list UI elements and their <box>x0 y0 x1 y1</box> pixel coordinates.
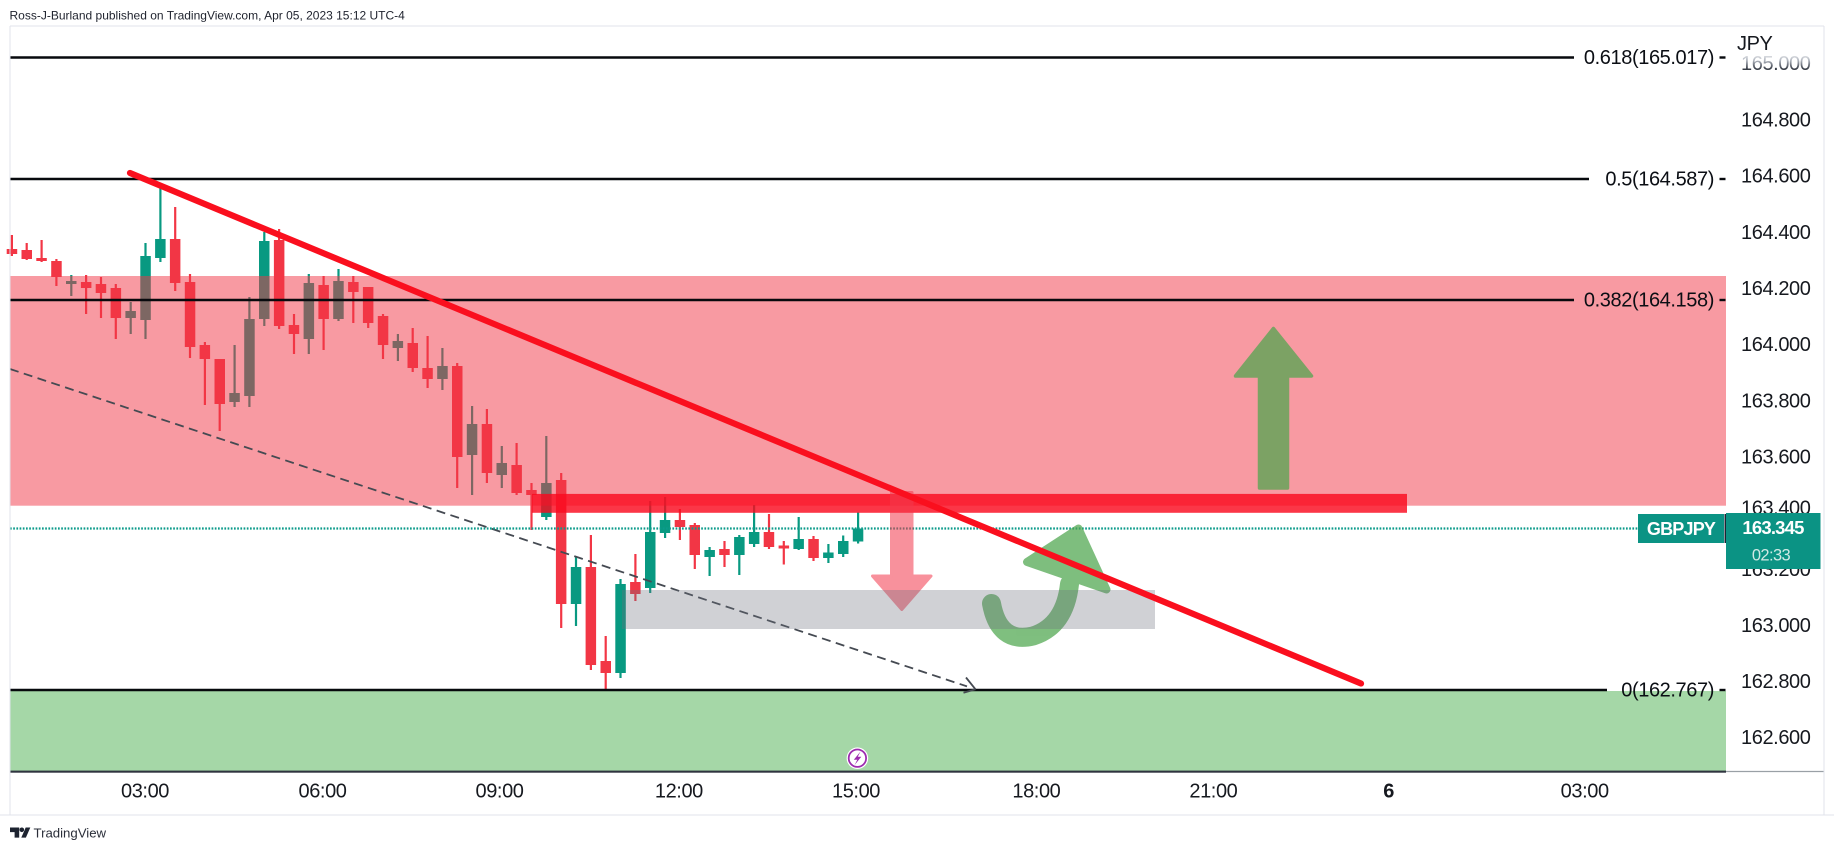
svg-text:165.000: 165.000 <box>1741 53 1811 75</box>
svg-text:162.800: 162.800 <box>1741 671 1811 693</box>
svg-text:21:00: 21:00 <box>1189 781 1237 803</box>
svg-text:09:00: 09:00 <box>475 781 523 803</box>
svg-text:0.382(164.158): 0.382(164.158) <box>1584 290 1714 312</box>
svg-text:164.800: 164.800 <box>1741 110 1811 132</box>
svg-text:03:00: 03:00 <box>121 781 169 803</box>
svg-text:164.200: 164.200 <box>1741 278 1811 300</box>
svg-text:0.5(164.587): 0.5(164.587) <box>1605 169 1714 191</box>
svg-text:TradingView: TradingView <box>34 825 107 840</box>
svg-text:JPY: JPY <box>1737 33 1773 55</box>
svg-text:0.618(165.017): 0.618(165.017) <box>1584 47 1714 69</box>
svg-text:02:33: 02:33 <box>1752 547 1791 565</box>
svg-text:164.600: 164.600 <box>1741 166 1811 188</box>
svg-text:163.345: 163.345 <box>1742 517 1804 538</box>
svg-text:06:00: 06:00 <box>298 781 346 803</box>
svg-text:163.800: 163.800 <box>1741 390 1811 412</box>
svg-text:0(162.767): 0(162.767) <box>1621 680 1714 702</box>
svg-text:Ross-J-Burland published on Tr: Ross-J-Burland published on TradingView.… <box>10 9 406 23</box>
svg-text:03:00: 03:00 <box>1561 781 1609 803</box>
svg-text:15:00: 15:00 <box>832 781 880 803</box>
svg-text:164.000: 164.000 <box>1741 334 1811 356</box>
svg-text:164.400: 164.400 <box>1741 222 1811 244</box>
svg-text:163.600: 163.600 <box>1741 446 1811 468</box>
svg-text:18:00: 18:00 <box>1012 781 1060 803</box>
svg-text:6: 6 <box>1383 781 1394 803</box>
svg-text:162.600: 162.600 <box>1741 727 1811 749</box>
svg-text:163.000: 163.000 <box>1741 615 1811 637</box>
svg-text:GBPJPY: GBPJPY <box>1647 519 1716 539</box>
svg-text:12:00: 12:00 <box>655 781 703 803</box>
